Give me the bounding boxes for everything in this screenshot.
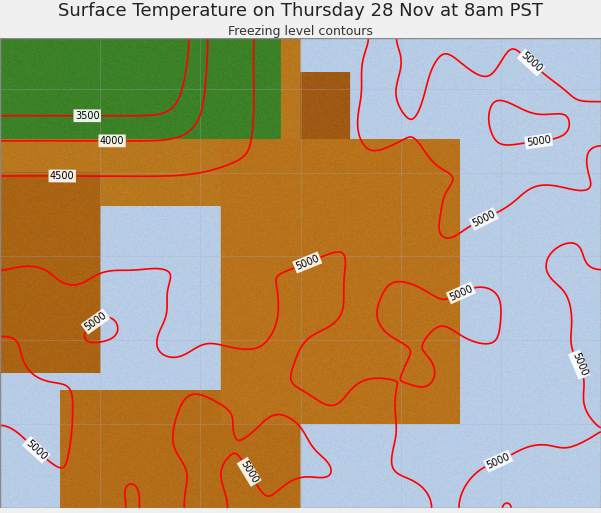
Text: 4500: 4500: [50, 171, 75, 181]
Text: 5000: 5000: [294, 253, 320, 272]
Text: 5000: 5000: [24, 438, 49, 462]
Text: 4000: 4000: [100, 136, 124, 146]
Text: 5000: 5000: [471, 209, 497, 229]
Text: 5000: 5000: [526, 134, 552, 148]
Text: 5000: 5000: [448, 283, 474, 303]
Text: Freezing level contours: Freezing level contours: [228, 25, 373, 38]
Text: 3500: 3500: [75, 111, 100, 121]
Text: 5000: 5000: [570, 351, 588, 378]
Text: 5000: 5000: [519, 50, 543, 74]
Text: Surface Temperature on Thursday 28 Nov at 8am PST: Surface Temperature on Thursday 28 Nov a…: [58, 2, 543, 20]
Text: 5000: 5000: [82, 310, 108, 333]
Text: 5000: 5000: [485, 451, 511, 471]
Text: 5000: 5000: [239, 459, 260, 485]
